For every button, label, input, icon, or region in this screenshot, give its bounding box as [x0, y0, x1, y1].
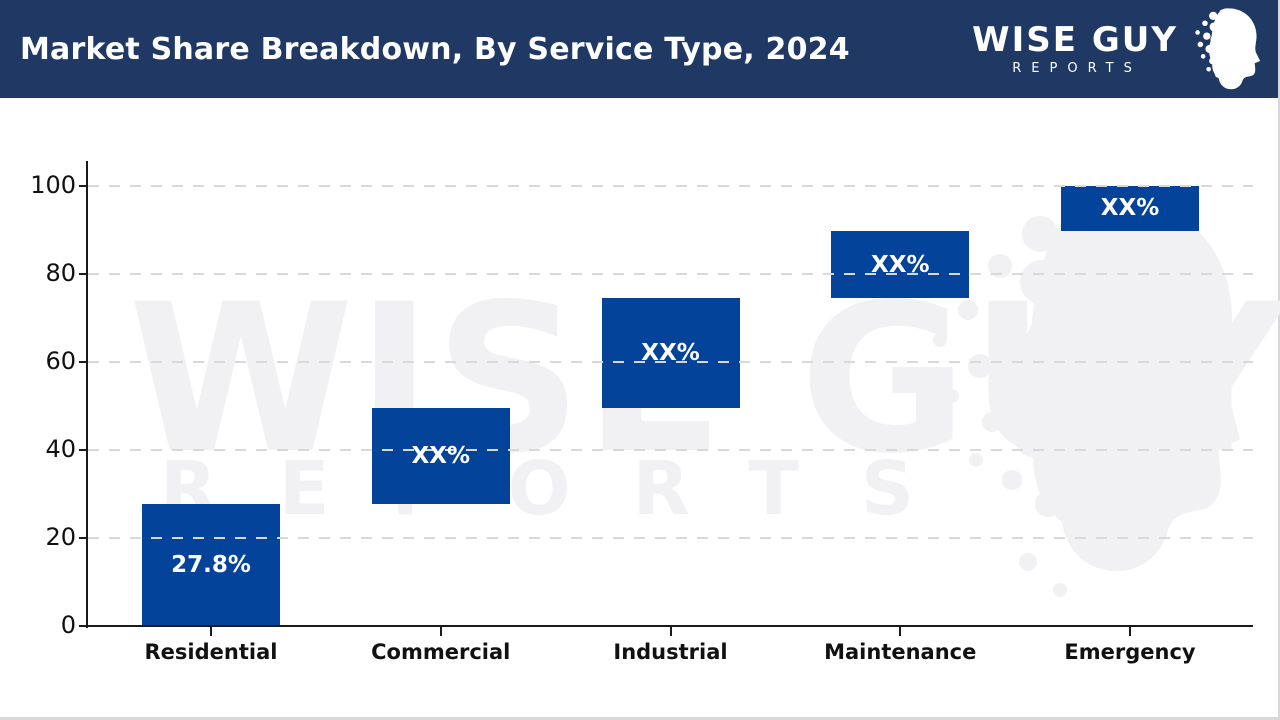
watermark-brand-subname: REPORTS: [160, 446, 977, 532]
y-tick-mark: [79, 625, 88, 627]
gridline-40: [88, 449, 1253, 451]
bar-value-label: XX%: [1100, 195, 1160, 222]
gridline-60: [88, 361, 1253, 363]
x-tick-mark: [669, 627, 672, 636]
x-tick-mark: [210, 627, 212, 636]
gridline-100: [88, 185, 1253, 187]
bar-value-label: XX%: [641, 340, 700, 367]
y-tick-label: 40: [45, 435, 76, 463]
x-axis-line: [86, 625, 1253, 627]
brand-subname: REPORTS: [1012, 61, 1142, 76]
y-tick-mark: [79, 449, 88, 451]
y-tick-label: 80: [45, 259, 76, 287]
y-tick-mark: [79, 185, 88, 187]
gridline-20: [88, 537, 1253, 539]
brand-logo-text: WISE GUY REPORTS: [972, 23, 1178, 75]
bar-commercial: [371, 408, 510, 504]
y-tick-label: 100: [30, 171, 76, 199]
y-tick-label: 60: [45, 347, 76, 375]
gridline-80: [88, 273, 1253, 275]
bar-value-label: XX%: [870, 251, 930, 278]
y-axis-line: [86, 161, 88, 628]
x-category-label: Maintenance: [824, 640, 977, 664]
x-category-label: Industrial: [613, 640, 728, 664]
y-tick-label: 20: [45, 523, 76, 551]
y-tick-label: 0: [60, 611, 76, 639]
header-band: Market Share Breakdown, By Service Type,…: [0, 0, 1280, 98]
dotted-head-profile-icon: [1195, 8, 1261, 90]
bar-emergency: [1061, 186, 1199, 231]
brand-name: WISE GUY: [972, 20, 1178, 60]
y-tick-mark: [79, 361, 88, 363]
y-tick-mark: [79, 273, 88, 275]
bar-industrial: [601, 298, 740, 409]
bar-residential: [142, 503, 280, 626]
y-tick-mark: [79, 537, 88, 539]
x-tick-mark: [1129, 627, 1131, 636]
bar-maintenance: [831, 230, 970, 299]
bar-value-label: 27.8%: [171, 551, 251, 578]
watermark-dotted-head-icon: [933, 198, 1240, 597]
x-tick-mark: [439, 627, 442, 636]
x-category-label: Commercial: [371, 640, 511, 664]
x-category-label: Residential: [144, 640, 278, 664]
bar-value-label: XX%: [411, 442, 470, 469]
x-category-label: Emergency: [1064, 640, 1196, 664]
brand-logo: WISE GUY REPORTS: [972, 0, 1262, 98]
page-title: Market Share Breakdown, By Service Type,…: [20, 31, 850, 67]
x-tick-mark: [899, 627, 902, 636]
